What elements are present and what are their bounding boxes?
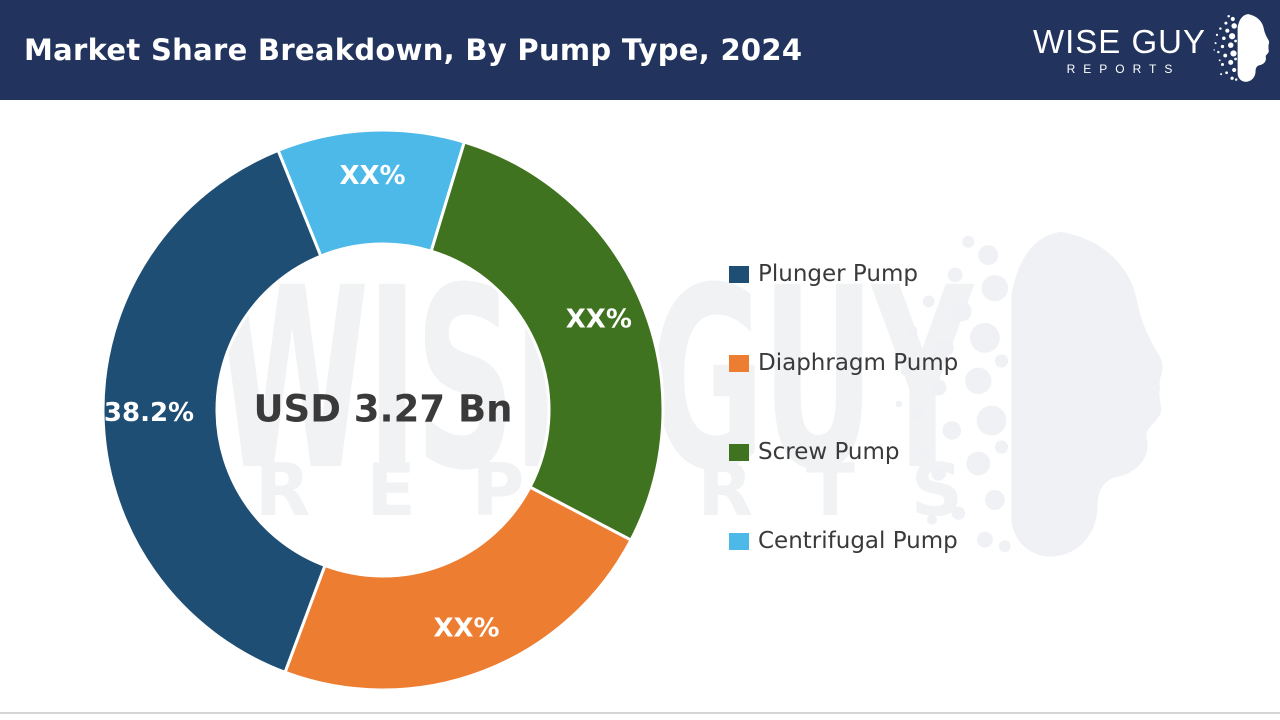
legend-item-centrifugal-pump: Centrifugal Pump	[729, 524, 958, 558]
segment-value-label: 38.2%	[104, 398, 194, 428]
legend-label: Screw Pump	[758, 439, 900, 465]
donut-segment-diaphragm-pump	[283, 485, 633, 692]
legend-label: Plunger Pump	[758, 261, 918, 287]
donut-center-value: USD 3.27 Bn	[253, 387, 513, 431]
donut-segment-screw-pump	[429, 140, 665, 542]
legend-swatch	[729, 354, 749, 372]
legend-label: Diaphragm Pump	[758, 350, 959, 376]
brand-logo-text: WISE GUY REPORTS	[1033, 25, 1206, 76]
segment-value-label: XX%	[566, 305, 632, 335]
page-title: Market Share Breakdown, By Pump Type, 20…	[24, 33, 803, 67]
brand-subtitle: REPORTS	[1066, 61, 1181, 76]
brand-name: WISE GUY	[1032, 22, 1206, 60]
donut-segment-plunger-pump	[101, 148, 327, 674]
bottom-divider	[0, 712, 1280, 714]
legend-swatch	[729, 532, 749, 550]
header-bar: Market Share Breakdown, By Pump Type, 20…	[0, 0, 1280, 100]
legend-item-diaphragm-pump: Diaphragm Pump	[729, 346, 958, 380]
legend-swatch	[729, 265, 749, 283]
legend-label: Centrifugal Pump	[758, 528, 958, 554]
brand-face-icon	[1208, 7, 1270, 93]
legend-item-screw-pump: Screw Pump	[729, 435, 958, 469]
brand-logo: WISE GUY REPORTS	[1033, 7, 1270, 93]
legend-item-plunger-pump: Plunger Pump	[729, 257, 958, 291]
segment-value-label: XX%	[433, 614, 499, 644]
segment-value-label: XX%	[339, 161, 405, 191]
chart-legend: Plunger Pump Diaphragm Pump Screw Pump Cent…	[729, 257, 958, 613]
legend-swatch	[729, 443, 749, 461]
donut-chart: XX% XX% XX% 38.2%	[101, 128, 665, 692]
